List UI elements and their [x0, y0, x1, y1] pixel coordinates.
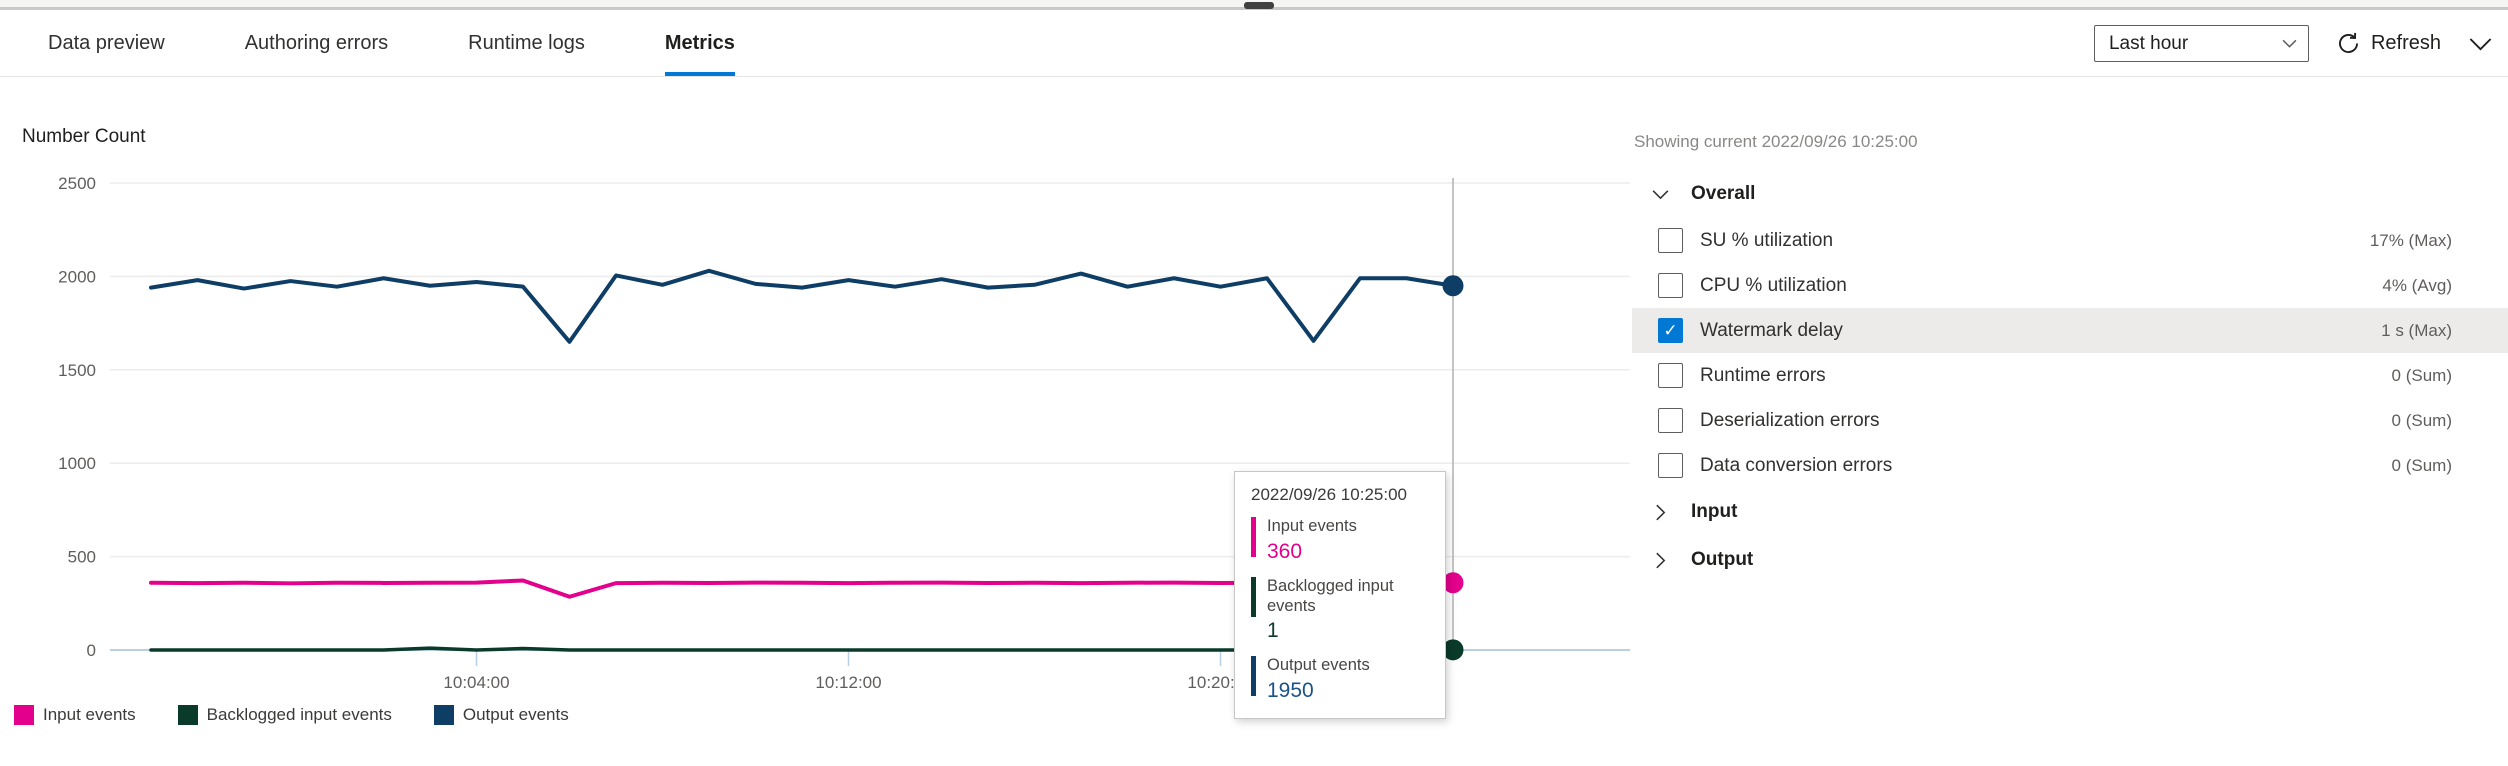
metric-row-watermark-delay[interactable]: Watermark delay 1 s (Max)	[1632, 308, 2508, 353]
hover-dot-backlogged-input-events	[1442, 639, 1464, 661]
y-axis-label: 2000	[58, 267, 96, 286]
chart-legend: Input events Backlogged input events Out…	[14, 705, 569, 725]
legend-label: Backlogged input events	[206, 705, 392, 724]
metric-label: CPU % utilization	[1700, 274, 1847, 296]
tooltip-value: 360	[1267, 539, 1303, 563]
chevron-down-icon	[2469, 38, 2492, 51]
metric-row-su-utilization[interactable]: SU % utilization 17% (Max)	[1632, 218, 2508, 263]
group-overall[interactable]: Overall	[1632, 170, 2508, 218]
metric-checkbox[interactable]	[1658, 273, 1683, 298]
metric-label: Data conversion errors	[1700, 454, 1893, 476]
showing-current-timestamp: Showing current 2022/09/26 10:25:00	[1634, 132, 1918, 151]
chevron-down-icon	[1652, 189, 1669, 199]
x-axis-label: 10:12:00	[815, 673, 881, 692]
chevron-right-icon	[1656, 504, 1666, 520]
tooltip-timestamp: 2022/09/26 10:25:00	[1251, 485, 1407, 504]
metric-row-deserialization-errors[interactable]: Deserialization errors 0 (Sum)	[1632, 398, 2508, 443]
tooltip-row-backlogged-input-events: Backlogged input events 1	[1251, 576, 1431, 644]
metric-checkbox[interactable]	[1658, 408, 1683, 433]
metric-value: 0 (Sum)	[2391, 410, 2452, 430]
refresh-button[interactable]: Refresh	[2335, 30, 2441, 57]
legend-item-input-events: Input events	[14, 705, 136, 725]
x-axis-label: 10:04:00	[443, 673, 509, 692]
group-label: Overall	[1691, 183, 1756, 204]
refresh-icon	[2339, 32, 2358, 53]
metric-label: Runtime errors	[1700, 364, 1826, 386]
metric-row-runtime-errors[interactable]: Runtime errors 0 (Sum)	[1632, 353, 2508, 398]
pane-divider	[0, 0, 2508, 10]
metric-value: 17% (Max)	[2369, 230, 2452, 250]
input-events-swatch	[14, 705, 34, 725]
tooltip-row-input-events: Input events 360	[1251, 517, 1431, 564]
y-axis-label: 1000	[58, 454, 96, 473]
metric-label: Deserialization errors	[1700, 409, 1880, 431]
top-controls: Last hour Refresh	[2093, 10, 2494, 77]
chevron-right-icon	[1656, 552, 1666, 568]
metric-checkbox[interactable]	[1658, 453, 1683, 478]
metric-selector-panel: Overall SU % utilization 17% (Max) CPU %…	[1632, 170, 2508, 584]
metric-row-cpu-utilization[interactable]: CPU % utilization 4% (Avg)	[1632, 263, 2508, 308]
tab-runtime-logs[interactable]: Runtime logs	[468, 31, 585, 54]
y-axis-label: 500	[68, 548, 96, 567]
metric-checkbox-checked[interactable]	[1658, 318, 1683, 343]
y-axis-label: 1500	[58, 361, 96, 380]
group-input[interactable]: Input	[1632, 488, 2508, 536]
metric-value: 4% (Avg)	[2382, 275, 2452, 295]
tab-bar: Data preview Authoring errors Runtime lo…	[0, 10, 2508, 77]
tabs: Data preview Authoring errors Runtime lo…	[0, 10, 2508, 76]
hover-dot-output-events	[1442, 275, 1464, 297]
y-axis-label: 0	[87, 641, 96, 660]
metric-checkbox[interactable]	[1658, 228, 1683, 253]
tab-data-preview[interactable]: Data preview	[48, 31, 165, 54]
refresh-label: Refresh	[2370, 32, 2441, 54]
time-range-select[interactable]: Last hour	[2093, 25, 2309, 62]
series-color-bar	[1251, 517, 1256, 557]
tooltip-value: 1950	[1267, 679, 1314, 703]
pane-resize-handle[interactable]	[1244, 2, 1274, 9]
legend-item-backlogged-input-events: Backlogged input events	[177, 705, 392, 725]
series-color-bar	[1251, 656, 1256, 697]
metric-label: SU % utilization	[1700, 229, 1834, 251]
metric-checkbox[interactable]	[1658, 363, 1683, 388]
metric-row-data-conversion-errors[interactable]: Data conversion errors 0 (Sum)	[1632, 443, 2508, 488]
backlogged-input-events-swatch	[177, 705, 198, 725]
chart-title: Number Count	[22, 126, 146, 147]
y-axis-label: 2500	[58, 174, 96, 193]
chart-tooltip: 2022/09/26 10:25:00 Input events 360 Bac…	[1234, 471, 1446, 720]
tab-authoring-errors[interactable]: Authoring errors	[244, 31, 389, 54]
metric-value: 0 (Sum)	[2391, 365, 2452, 385]
time-range-value: Last hour	[2108, 32, 2189, 54]
legend-item-output-events: Output events	[433, 705, 569, 725]
tooltip-label: Output events	[1267, 656, 1370, 675]
chevron-down-icon	[2282, 39, 2297, 48]
metric-value: 1 s (Max)	[2381, 320, 2452, 340]
tooltip-row-output-events: Output events 1950	[1251, 656, 1431, 703]
collapse-panel-button[interactable]	[2467, 30, 2494, 57]
tab-metrics[interactable]: Metrics	[664, 10, 735, 76]
group-label: Input	[1691, 501, 1738, 522]
legend-label: Input events	[43, 705, 136, 724]
tooltip-label: Backlogged input events	[1267, 576, 1394, 615]
series-line-output-events	[149, 268, 1455, 344]
output-events-swatch	[433, 705, 454, 725]
legend-label: Output events	[462, 705, 569, 724]
metric-value: 0 (Sum)	[2391, 455, 2452, 475]
series-color-bar	[1251, 576, 1256, 617]
tooltip-value: 1	[1267, 619, 1279, 643]
hover-dot-input-events	[1442, 572, 1464, 594]
tooltip-label: Input events	[1267, 517, 1357, 535]
group-label: Output	[1691, 549, 1754, 570]
metric-label: Watermark delay	[1700, 319, 1843, 341]
group-output[interactable]: Output	[1632, 536, 2508, 584]
